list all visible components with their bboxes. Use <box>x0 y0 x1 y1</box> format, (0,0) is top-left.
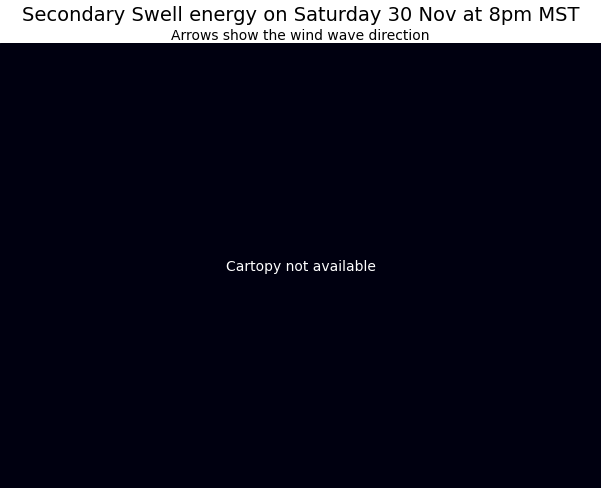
Text: Cartopy not available: Cartopy not available <box>225 259 376 273</box>
Text: Arrows show the wind wave direction: Arrows show the wind wave direction <box>171 29 430 43</box>
Text: Secondary Swell energy on Saturday 30 Nov at 8pm MST: Secondary Swell energy on Saturday 30 No… <box>22 6 579 25</box>
